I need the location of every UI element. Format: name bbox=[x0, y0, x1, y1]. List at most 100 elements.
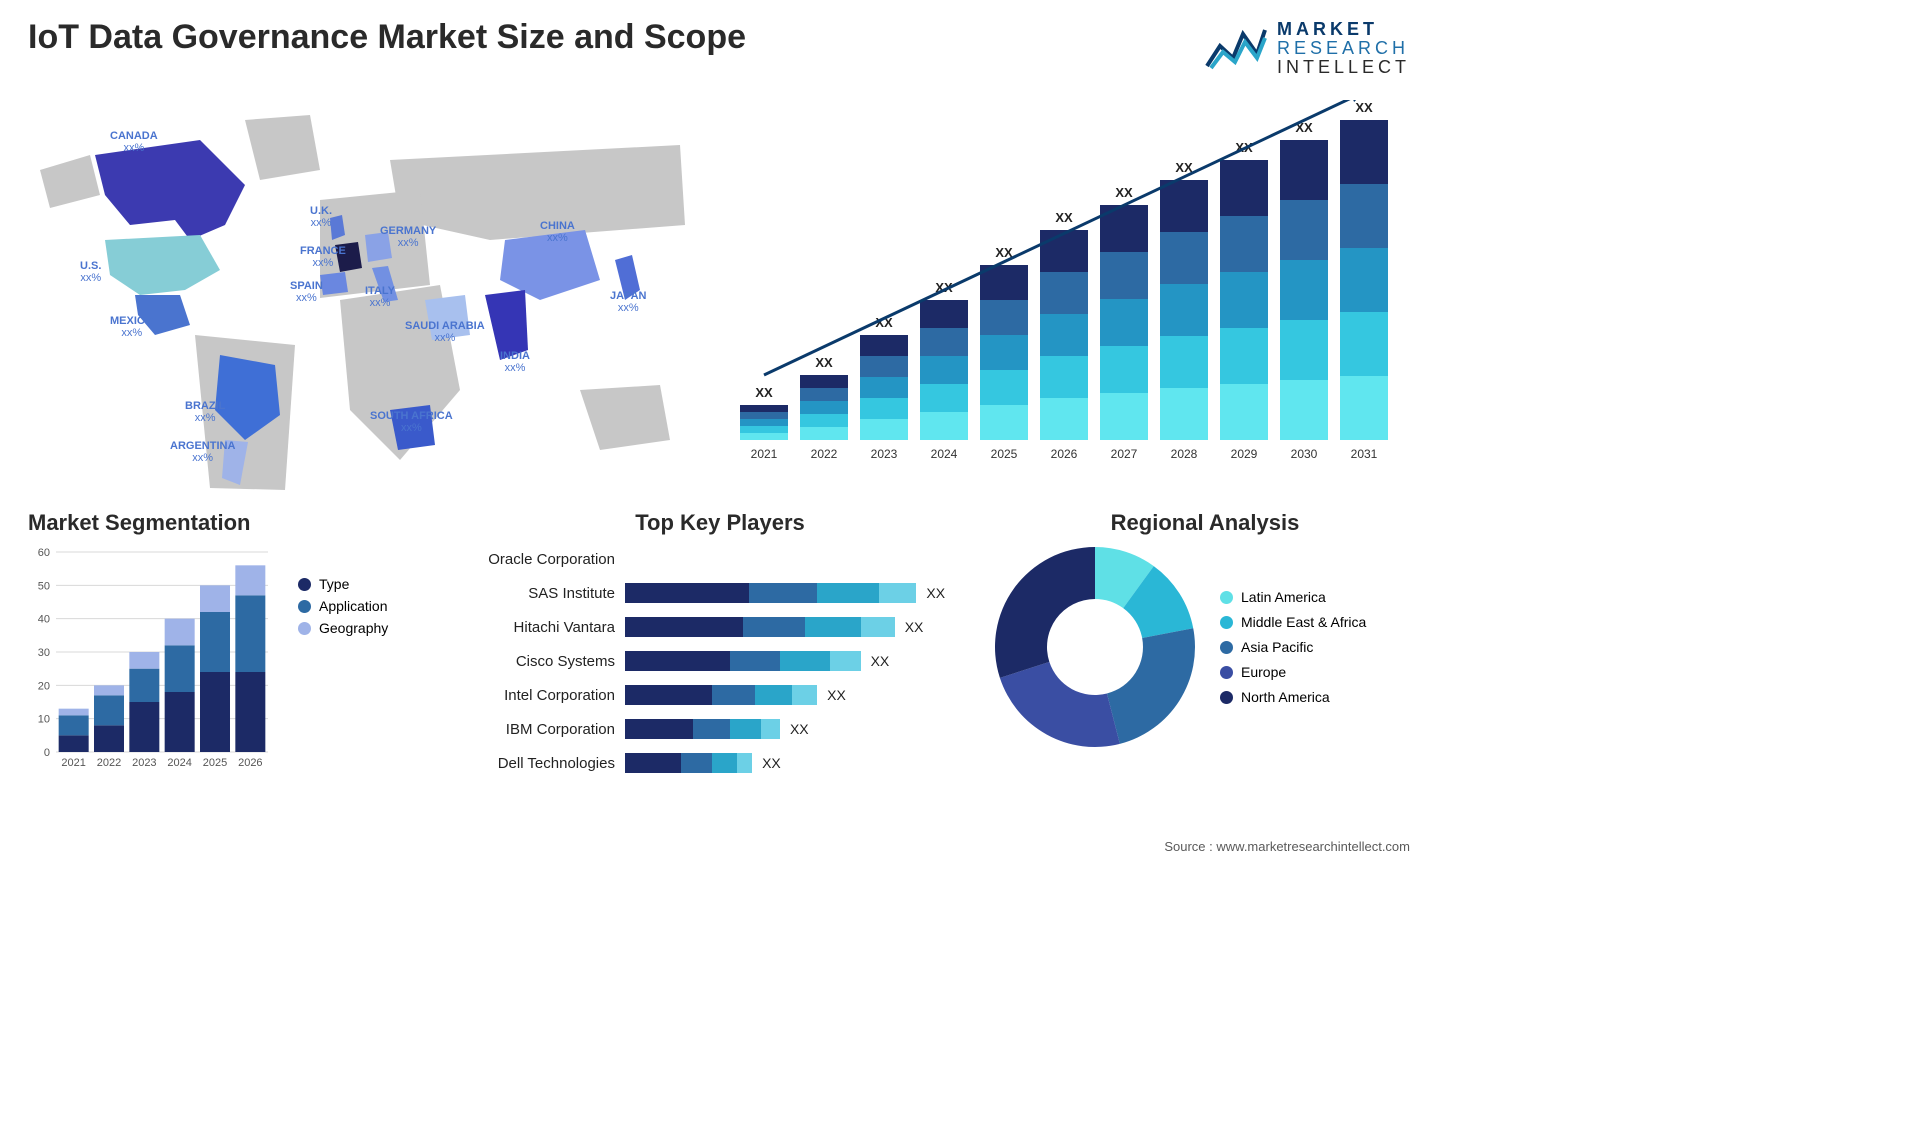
player-bar bbox=[625, 685, 817, 705]
seg-xtick: 2021 bbox=[61, 757, 85, 769]
forecast-bar-seg bbox=[1220, 272, 1268, 328]
seg-bar-seg bbox=[129, 669, 159, 702]
forecast-bar-seg bbox=[800, 427, 848, 440]
player-value: XX bbox=[827, 687, 846, 703]
seg-ytick: 10 bbox=[38, 714, 50, 726]
map-label-u.k.: U.K.xx% bbox=[310, 205, 332, 229]
player-bar-seg bbox=[625, 753, 681, 773]
regional-title: Regional Analysis bbox=[990, 510, 1420, 536]
seg-legend-item: Type bbox=[298, 576, 388, 592]
forecast-year: 2031 bbox=[1351, 447, 1378, 461]
player-row: Oracle Corporation bbox=[460, 542, 980, 576]
player-row: Dell Technologies XX bbox=[460, 746, 980, 780]
forecast-bar-seg bbox=[980, 335, 1028, 370]
forecast-bar-seg bbox=[740, 419, 788, 426]
forecast-bar-label: XX bbox=[1355, 100, 1373, 115]
map-label-argentina: ARGENTINAxx% bbox=[170, 440, 235, 464]
country-canada bbox=[95, 140, 245, 240]
country-usa bbox=[105, 235, 220, 295]
seg-bar-seg bbox=[129, 652, 159, 669]
forecast-bar-seg bbox=[1160, 336, 1208, 388]
player-bar bbox=[625, 753, 752, 773]
forecast-bar-seg bbox=[1100, 299, 1148, 346]
forecast-bar-seg bbox=[1160, 284, 1208, 336]
donut-slice bbox=[995, 547, 1095, 678]
player-bar-seg bbox=[730, 719, 761, 739]
seg-bar-seg bbox=[165, 645, 195, 692]
forecast-year: 2028 bbox=[1171, 447, 1198, 461]
forecast-bar-seg bbox=[980, 405, 1028, 440]
seg-bar-seg bbox=[165, 619, 195, 646]
forecast-bar-seg bbox=[800, 375, 848, 388]
seg-bar-seg bbox=[200, 672, 230, 752]
seg-bar-seg bbox=[59, 709, 89, 716]
player-name: Dell Technologies bbox=[460, 755, 625, 772]
map-label-china: CHINAxx% bbox=[540, 220, 575, 244]
forecast-bar-seg bbox=[860, 419, 908, 440]
player-bar-seg bbox=[780, 651, 830, 671]
forecast-bar-seg bbox=[860, 398, 908, 419]
forecast-bar-seg bbox=[1040, 272, 1088, 314]
forecast-year: 2024 bbox=[931, 447, 958, 461]
player-bar-seg bbox=[625, 617, 743, 637]
player-value: XX bbox=[905, 619, 924, 635]
forecast-bar-seg bbox=[1280, 200, 1328, 260]
country-australia bbox=[580, 385, 670, 450]
seg-xtick: 2026 bbox=[238, 757, 262, 769]
seg-bar-seg bbox=[235, 672, 265, 752]
seg-ytick: 40 bbox=[38, 614, 50, 626]
forecast-bar-seg bbox=[1340, 120, 1388, 184]
forecast-bar-seg bbox=[740, 426, 788, 433]
map-label-japan: JAPANxx% bbox=[610, 290, 646, 314]
map-label-mexico: MEXICOxx% bbox=[110, 315, 153, 339]
forecast-year: 2021 bbox=[751, 447, 778, 461]
player-name: Oracle Corporation bbox=[460, 551, 625, 568]
map-label-saudi-arabia: SAUDI ARABIAxx% bbox=[405, 320, 485, 344]
player-bar-seg bbox=[625, 583, 749, 603]
source-note: Source : www.marketresearchintellect.com bbox=[1164, 839, 1410, 854]
forecast-bar-label: XX bbox=[815, 355, 833, 370]
forecast-bar-seg bbox=[1220, 160, 1268, 216]
regional-panel: Regional Analysis Latin AmericaMiddle Ea… bbox=[990, 510, 1420, 800]
seg-xtick: 2025 bbox=[203, 757, 227, 769]
logo-line3: INTELLECT bbox=[1277, 58, 1410, 77]
forecast-bar-seg bbox=[1100, 346, 1148, 393]
player-bar-seg bbox=[861, 617, 895, 637]
player-bar-seg bbox=[743, 617, 805, 637]
forecast-bar-seg bbox=[980, 300, 1028, 335]
player-name: SAS Institute bbox=[460, 585, 625, 602]
seg-ytick: 50 bbox=[38, 580, 50, 592]
player-value: XX bbox=[762, 755, 781, 771]
player-row: Cisco Systems XX bbox=[460, 644, 980, 678]
forecast-year: 2022 bbox=[811, 447, 838, 461]
forecast-year: 2026 bbox=[1051, 447, 1078, 461]
forecast-year: 2030 bbox=[1291, 447, 1318, 461]
seg-xtick: 2022 bbox=[97, 757, 121, 769]
player-bar-seg bbox=[830, 651, 861, 671]
players-title: Top Key Players bbox=[460, 510, 980, 536]
forecast-year: 2025 bbox=[991, 447, 1018, 461]
region-legend-item: Asia Pacific bbox=[1220, 639, 1366, 655]
player-value: XX bbox=[871, 653, 890, 669]
page-title: IoT Data Governance Market Size and Scop… bbox=[28, 18, 746, 57]
map-label-south-africa: SOUTH AFRICAxx% bbox=[370, 410, 453, 434]
player-name: Cisco Systems bbox=[460, 653, 625, 670]
forecast-bar-seg bbox=[1160, 232, 1208, 284]
seg-bar-seg bbox=[200, 585, 230, 612]
country-spain bbox=[320, 272, 348, 295]
seg-xtick: 2023 bbox=[132, 757, 156, 769]
forecast-bar-seg bbox=[1040, 398, 1088, 440]
region-legend-item: Europe bbox=[1220, 664, 1366, 680]
seg-legend-item: Geography bbox=[298, 620, 388, 636]
player-row: Intel CorporationXX bbox=[460, 678, 980, 712]
forecast-bar-seg bbox=[1220, 216, 1268, 272]
forecast-bar-label: XX bbox=[1115, 185, 1133, 200]
forecast-bar-label: XX bbox=[1055, 210, 1073, 225]
player-bar bbox=[625, 719, 780, 739]
player-bar bbox=[625, 583, 916, 603]
seg-bar-seg bbox=[235, 595, 265, 672]
seg-bar-seg bbox=[59, 715, 89, 735]
forecast-bar-label: XX bbox=[755, 385, 773, 400]
forecast-bar-seg bbox=[1220, 328, 1268, 384]
forecast-bar-seg bbox=[1160, 180, 1208, 232]
